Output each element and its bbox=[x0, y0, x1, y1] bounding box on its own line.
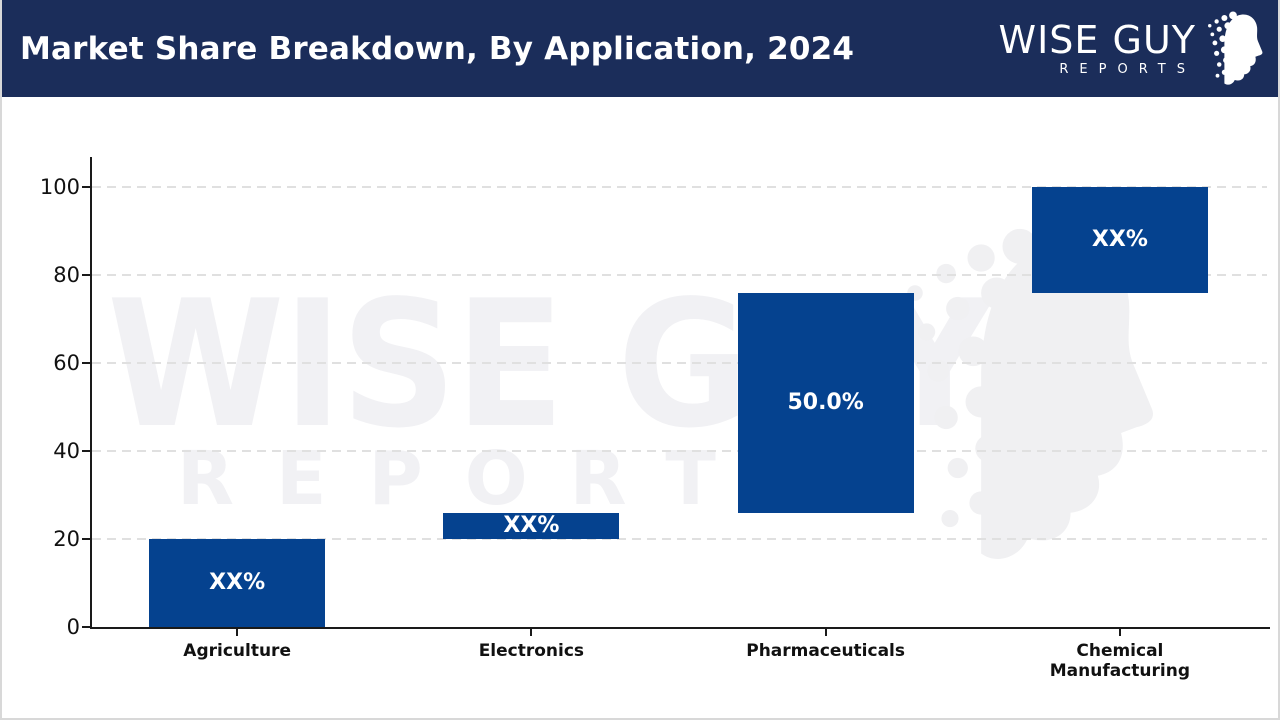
bar-value-label: XX% bbox=[503, 512, 560, 538]
gridline-80 bbox=[92, 274, 1267, 276]
bar-pharmaceuticals: 50.0% bbox=[737, 292, 914, 513]
gridline-20 bbox=[92, 538, 1267, 540]
bar-value-label: XX% bbox=[209, 570, 266, 595]
gridline-100 bbox=[92, 186, 1267, 188]
x-tick-0 bbox=[236, 629, 239, 636]
x-tick-1 bbox=[530, 629, 533, 636]
bar-electronics: XX% bbox=[443, 512, 620, 539]
y-tick-label-40: 40 bbox=[53, 439, 80, 463]
page-title: Market Share Breakdown, By Application, … bbox=[20, 30, 855, 67]
y-tick-80 bbox=[82, 274, 90, 276]
y-tick-label-60: 60 bbox=[53, 351, 80, 375]
y-tick-100 bbox=[82, 186, 90, 188]
logo-subtitle: REPORTS bbox=[1059, 61, 1196, 77]
gridline-40 bbox=[92, 450, 1267, 452]
gridline-60 bbox=[92, 362, 1267, 364]
y-axis-line bbox=[90, 157, 92, 629]
x-tick-2 bbox=[824, 629, 827, 636]
x-tick-label-2: Pharmaceuticals bbox=[746, 641, 905, 661]
bar-agriculture: XX% bbox=[149, 539, 326, 627]
y-tick-0 bbox=[82, 626, 90, 628]
x-tick-label-1: Electronics bbox=[478, 641, 585, 661]
y-tick-60 bbox=[82, 362, 90, 364]
y-tick-40 bbox=[82, 450, 90, 452]
y-tick-label-0: 0 bbox=[66, 615, 80, 639]
y-tick-20 bbox=[82, 538, 90, 540]
x-tick-label-3: Chemical Manufacturing bbox=[1049, 641, 1190, 682]
logo-face-icon bbox=[1208, 11, 1263, 85]
x-axis-line bbox=[90, 627, 1270, 629]
wise-guy-logo: WISE GUY REPORTS bbox=[999, 10, 1264, 88]
bar-value-label: XX% bbox=[1091, 226, 1148, 252]
x-tick-label-0: Agriculture bbox=[183, 641, 291, 661]
y-tick-label-20: 20 bbox=[53, 527, 80, 551]
header-bar: Market Share Breakdown, By Application, … bbox=[2, 0, 1278, 97]
x-tick-3 bbox=[1118, 629, 1121, 636]
y-tick-label-80: 80 bbox=[53, 263, 80, 287]
logo-text: WISE GUY REPORTS bbox=[999, 21, 1196, 77]
logo-name: WISE GUY bbox=[998, 17, 1196, 62]
bar-value-label: 50.0% bbox=[787, 389, 864, 415]
bar-chemical-manufacturing: XX% bbox=[1031, 187, 1208, 293]
y-tick-label-100: 100 bbox=[39, 175, 80, 199]
